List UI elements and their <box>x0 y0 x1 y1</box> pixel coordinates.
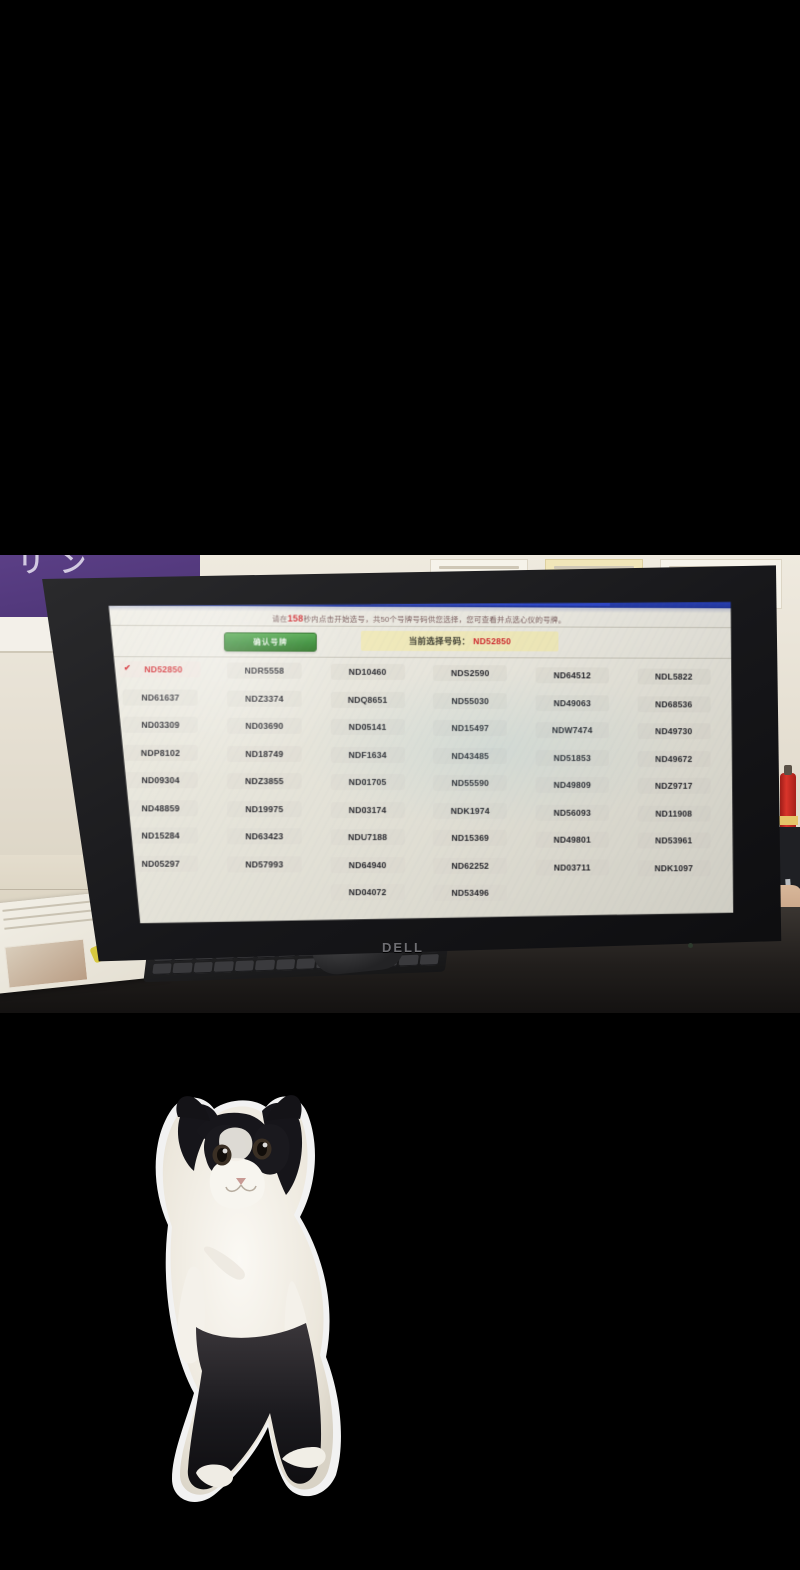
plate-option[interactable]: ND09304 <box>123 772 198 788</box>
plate-option[interactable]: ND10460 <box>330 664 404 680</box>
plate-option[interactable]: NDK1097 <box>637 860 710 876</box>
plate-option[interactable]: ND49801 <box>536 832 609 848</box>
plate-option[interactable]: ND03711 <box>536 859 609 875</box>
plate-option[interactable]: ND62252 <box>433 857 507 873</box>
plate-option[interactable]: ND04072 <box>330 884 404 900</box>
plate-column: ND64512 ND49063 NDW7474 ND51853 ND49809 ND560… <box>521 667 623 916</box>
plate-option[interactable]: NDZ3374 <box>227 690 302 706</box>
plate-option[interactable]: NDS2590 <box>433 665 507 681</box>
plate-option[interactable]: ND01705 <box>330 774 404 790</box>
plate-option[interactable]: ND57993 <box>227 856 302 872</box>
current-selection-badge: 当前选择号码： ND52850 <box>361 631 559 652</box>
plate-option[interactable]: ND68536 <box>637 696 710 712</box>
plate-option[interactable]: ND49063 <box>536 695 609 711</box>
plate-option[interactable]: ND03309 <box>123 717 198 733</box>
cat-meme-area <box>0 1013 800 1570</box>
plate-option[interactable]: NDR5558 <box>227 662 302 678</box>
letterbox-top <box>0 0 800 555</box>
plate-option-selected[interactable]: ✔ ND52850 <box>120 661 201 677</box>
plate-option[interactable]: NDQ8651 <box>330 691 404 707</box>
plate-option[interactable]: ND18749 <box>227 745 302 761</box>
plate-column: NDL5822 ND68536 ND49730 ND49672 NDZ9717 ND119… <box>623 669 724 918</box>
plate-option[interactable]: ND11908 <box>637 805 710 821</box>
plate-option[interactable]: ND48859 <box>123 800 198 816</box>
notice-prefix: 请在 <box>272 614 288 624</box>
office-photo: リン <box>0 555 800 1013</box>
plate-option[interactable]: NDW7474 <box>536 722 609 738</box>
plate-option[interactable]: NDL5822 <box>637 669 710 685</box>
plate-option[interactable]: ND19975 <box>227 801 302 817</box>
sign-glyphs: リン <box>18 555 103 578</box>
control-bar: 确认号牌 当前选择号码： ND52850 <box>100 628 733 656</box>
dell-monitor: DELL ■ ■ ■ 请在158秒内点击开始选号，共50个号牌号码供您选择，您可… <box>27 563 782 963</box>
plate-option[interactable]: ND49672 <box>637 751 710 767</box>
plate-column: NDS2590 ND55030 ND15497 ND43485 ND55590 NDK19… <box>419 665 521 915</box>
plate-option[interactable]: NDU7188 <box>330 829 404 845</box>
plate-option[interactable]: NDK1974 <box>433 802 507 818</box>
check-icon: ✔ <box>123 663 131 673</box>
plate-option[interactable]: ND53496 <box>433 885 507 901</box>
plate-option[interactable]: ND64512 <box>536 667 609 683</box>
plate-option[interactable]: ND49730 <box>637 723 710 739</box>
plate-option[interactable]: ND49809 <box>536 777 609 793</box>
plate-column: ND10460 NDQ8651 ND05141 NDF1634 ND01705 ND031… <box>316 664 419 915</box>
plate-option[interactable]: ND03174 <box>330 802 404 818</box>
plate-grid: ✔ ND52850 ND61637 ND03309 NDP8102 ND09304 ND48… <box>108 661 724 913</box>
plate-option[interactable]: ND63423 <box>227 828 302 844</box>
plate-selection-page: ■ ■ ■ 请在158秒内点击开始选号，共50个号牌号码供您选择，您可查看并点选… <box>100 599 733 924</box>
countdown-seconds: 158 <box>287 613 304 624</box>
plate-label: ND52850 <box>144 664 183 675</box>
notice-body: 秒内点击开始选号，共50个号牌号码供您选择，您可查看并点选心仪的号牌。 <box>303 614 566 625</box>
current-selection-label: 当前选择号码： <box>408 635 471 647</box>
plate-option[interactable]: ND55590 <box>433 775 507 791</box>
plate-option[interactable]: ND56093 <box>536 804 609 820</box>
plate-option[interactable]: ND61637 <box>123 689 198 705</box>
plate-option[interactable]: ND64940 <box>330 857 404 873</box>
plate-option[interactable]: ND15369 <box>433 830 507 846</box>
plate-option[interactable]: ND15497 <box>433 720 507 736</box>
plate-option[interactable]: ND15284 <box>123 827 198 843</box>
current-selection-value: ND52850 <box>473 636 512 647</box>
plate-option[interactable]: ND03690 <box>227 718 302 734</box>
plate-column: NDR5558 NDZ3374 ND03690 ND18749 NDZ3855 ND199… <box>213 662 317 913</box>
power-led-icon[interactable] <box>688 943 693 948</box>
standing-cat-image <box>110 1075 375 1505</box>
plate-option[interactable]: ND43485 <box>433 748 507 764</box>
plate-option[interactable]: ND55030 <box>433 693 507 709</box>
confirm-plate-button[interactable]: 确认号牌 <box>224 632 317 651</box>
countdown-notice: 请在158秒内点击开始选号，共50个号牌号码供您选择，您可查看并点选心仪的号牌。 <box>100 613 733 626</box>
divider <box>100 656 733 659</box>
plate-option[interactable]: ND51853 <box>536 750 609 766</box>
dell-brand-label: DELL <box>382 940 424 955</box>
plate-option[interactable]: NDF1634 <box>330 746 404 762</box>
plate-option[interactable]: NDZ3855 <box>227 773 302 789</box>
plate-option[interactable]: NDZ9717 <box>637 778 710 794</box>
monitor-screen: ■ ■ ■ 请在158秒内点击开始选号，共50个号牌号码供您选择，您可查看并点选… <box>100 599 733 924</box>
plate-option[interactable]: ND53961 <box>637 832 710 848</box>
plate-option[interactable]: ND05141 <box>330 719 404 735</box>
plate-option[interactable]: NDP8102 <box>123 744 198 760</box>
